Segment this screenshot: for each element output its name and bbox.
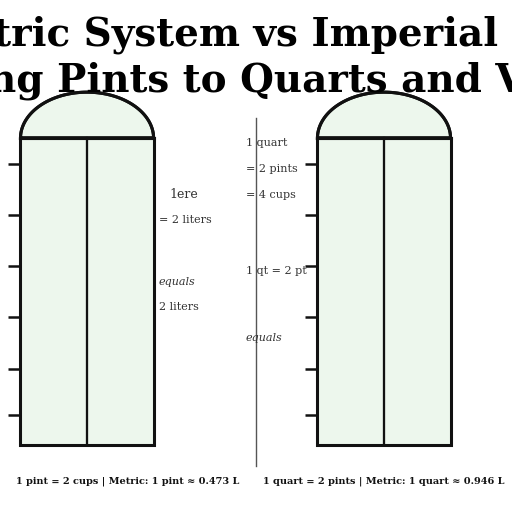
Text: 1ere: 1ere bbox=[169, 188, 198, 201]
Text: 1 pint = 2 cups | Metric: 1 pint ≈ 0.473 L: 1 pint = 2 cups | Metric: 1 pint ≈ 0.473… bbox=[16, 477, 240, 486]
Text: 1 quart: 1 quart bbox=[246, 138, 287, 148]
Polygon shape bbox=[20, 138, 154, 445]
Text: = 4 cups: = 4 cups bbox=[246, 189, 295, 200]
Text: 1 qt = 2 pt: 1 qt = 2 pt bbox=[246, 266, 307, 276]
Polygon shape bbox=[20, 92, 154, 138]
Polygon shape bbox=[317, 138, 451, 445]
Text: = 2 liters: = 2 liters bbox=[159, 215, 211, 225]
Polygon shape bbox=[317, 92, 451, 138]
Text: Calculating Pints to Quarts and Vice Versa: Calculating Pints to Quarts and Vice Ver… bbox=[0, 61, 512, 100]
Text: The Metric System vs Imperial System:: The Metric System vs Imperial System: bbox=[0, 15, 512, 54]
Text: 2 liters: 2 liters bbox=[159, 302, 199, 312]
Text: equals: equals bbox=[159, 276, 196, 287]
Text: = 2 pints: = 2 pints bbox=[246, 164, 297, 174]
Text: equals: equals bbox=[246, 333, 283, 343]
Text: 1 quart = 2 pints | Metric: 1 quart ≈ 0.946 L: 1 quart = 2 pints | Metric: 1 quart ≈ 0.… bbox=[263, 477, 505, 486]
